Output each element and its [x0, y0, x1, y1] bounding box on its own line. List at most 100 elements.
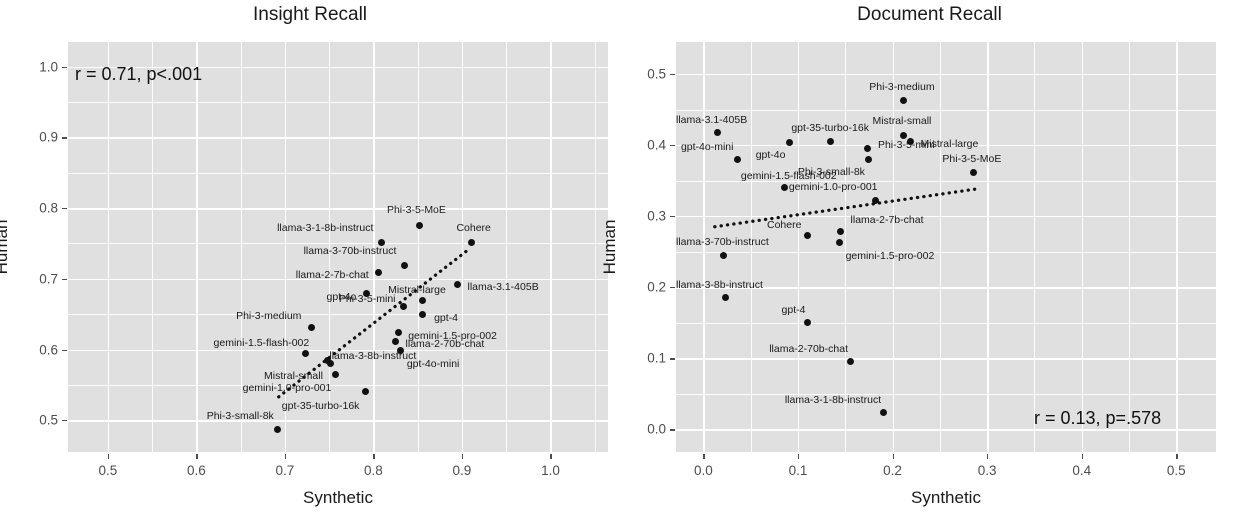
data-point	[301, 350, 309, 358]
gridline-vertical-minor	[939, 42, 941, 452]
x-axis-tick-label: 0.1	[788, 463, 808, 478]
x-axis-tick-mark	[107, 454, 110, 459]
data-point-label: llama-3-70b-instruct	[676, 236, 769, 249]
y-axis-title: Human	[600, 219, 619, 275]
data-point-label: gpt-4o	[326, 290, 357, 303]
data-point	[375, 268, 383, 276]
gridline-vertical-major	[461, 42, 464, 452]
y-axis-tick-label: 0.8	[39, 200, 58, 216]
x-axis-tick-mark	[892, 454, 894, 459]
x-axis-tick-mark	[1176, 454, 1178, 459]
data-point-label: gemini-1.5-pro-002	[845, 250, 935, 263]
data-point-label: llama-3-70b-instruct	[303, 245, 397, 258]
data-point	[864, 145, 872, 153]
data-point	[394, 329, 402, 337]
y-axis-tick-label: 0.0	[647, 421, 666, 437]
y-axis-tick-label: 0.9	[39, 129, 58, 145]
gridline-horizontal-minor	[676, 180, 1216, 182]
correlation-annotation: r = 0.13, p=.578	[1034, 408, 1162, 428]
panel-insight-recall: Insight Recall Phi-3-5-MoE llama-3-1-8b-in…	[0, 4, 608, 507]
x-axis-tick-label: 0.7	[275, 463, 295, 478]
data-point-label: Cohere	[767, 218, 802, 231]
x-axis-tick-mark	[703, 454, 705, 459]
data-point	[900, 131, 908, 139]
data-point	[872, 196, 880, 204]
data-point-label: Phi-3-small-8k	[206, 410, 274, 423]
gridline-vertical-major	[1176, 42, 1178, 452]
y-axis-tick-label: 1.0	[39, 59, 58, 75]
x-axis-tick-label: 0.4	[1072, 463, 1092, 478]
data-point	[400, 302, 407, 310]
gridline-horizontal-major	[68, 208, 608, 210]
data-point	[785, 138, 793, 146]
data-point-label: llama-3.1-405B	[467, 281, 539, 294]
y-axis-tick-label: 0.5	[39, 412, 58, 428]
x-axis-tick-label: 0.0	[694, 463, 713, 478]
y-axis-tick-label: 0.6	[39, 342, 58, 357]
data-point-label: llama-3-8b-instruct	[329, 349, 417, 362]
data-point-label: Cohere	[456, 221, 491, 234]
gridline-vertical-major	[196, 42, 198, 452]
data-point	[781, 184, 789, 192]
panel-title: Insight Recall	[252, 4, 368, 25]
gridline-vertical-major	[373, 42, 375, 452]
gridline-horizontal-minor	[68, 243, 608, 245]
gridline-vertical-minor	[1128, 42, 1130, 452]
gridline-vertical-minor	[506, 42, 508, 452]
data-point	[837, 227, 845, 235]
data-point	[400, 261, 408, 269]
data-point-label: llama-2-70b-chat	[405, 338, 485, 351]
x-axis-title: Synthetic	[303, 488, 373, 507]
data-point-label: llama-3-1-8b-instruct	[277, 222, 374, 235]
x-axis-tick-mark	[461, 454, 464, 459]
data-point	[719, 251, 727, 259]
x-axis-tick-label: 0.2	[883, 463, 902, 478]
y-axis-tick-mark	[670, 287, 675, 289]
gridline-vertical-major	[107, 42, 110, 452]
data-point-label: Mistral-large	[920, 138, 979, 151]
gridline-horizontal-major	[676, 287, 1216, 289]
x-axis-tick-label: 0.3	[977, 463, 997, 478]
x-axis-tick-mark	[196, 454, 198, 459]
data-point	[721, 294, 729, 302]
gridline-vertical-minor	[240, 42, 242, 452]
gridline-vertical-minor	[750, 42, 752, 452]
gridline-horizontal-major	[68, 66, 608, 69]
data-point	[879, 409, 887, 417]
data-point	[331, 370, 339, 378]
data-point-label: Phi-3-5-MoE	[942, 153, 1002, 166]
data-point-label: gpt-4o	[755, 149, 786, 162]
gridline-vertical-major	[987, 42, 989, 452]
data-point-label: gemini-1.0-pro-001	[242, 382, 332, 395]
y-axis-tick-mark	[670, 73, 675, 76]
y-axis-tick-label: 0.1	[647, 350, 666, 366]
gridline-vertical-minor	[845, 42, 847, 452]
data-point	[418, 310, 426, 318]
data-point	[392, 337, 400, 345]
gridline-vertical-major	[703, 42, 705, 452]
data-point	[846, 358, 854, 366]
panel-document-recall: Document Recall Phi-3-medium llama-3.1-405…	[600, 0, 1239, 519]
gridline-horizontal-minor	[676, 322, 1216, 324]
data-point-label: llama-2-70b-chat	[769, 342, 848, 355]
data-point-label: gpt-4o-mini	[680, 141, 734, 154]
x-axis-tick-mark	[797, 454, 800, 459]
data-point-label: gemini-1.0-pro-001	[788, 181, 878, 194]
data-point	[803, 232, 811, 240]
data-point	[865, 155, 873, 163]
y-axis-tick-label: 0.4	[647, 137, 666, 153]
y-axis-tick-label: 0.5	[647, 66, 666, 82]
data-point	[826, 137, 834, 145]
y-axis-tick-label: 0.2	[647, 279, 666, 295]
gridline-vertical-major	[797, 42, 800, 452]
data-point	[377, 238, 385, 246]
data-point	[803, 319, 811, 327]
x-axis-tick-mark	[1081, 454, 1083, 459]
data-point	[714, 129, 722, 137]
x-axis-tick-mark	[284, 454, 287, 459]
data-point-label: llama-3.1-405B	[676, 113, 748, 126]
gridline-vertical-minor	[417, 42, 419, 452]
y-axis-tick-mark	[62, 137, 67, 139]
data-point	[307, 324, 315, 332]
